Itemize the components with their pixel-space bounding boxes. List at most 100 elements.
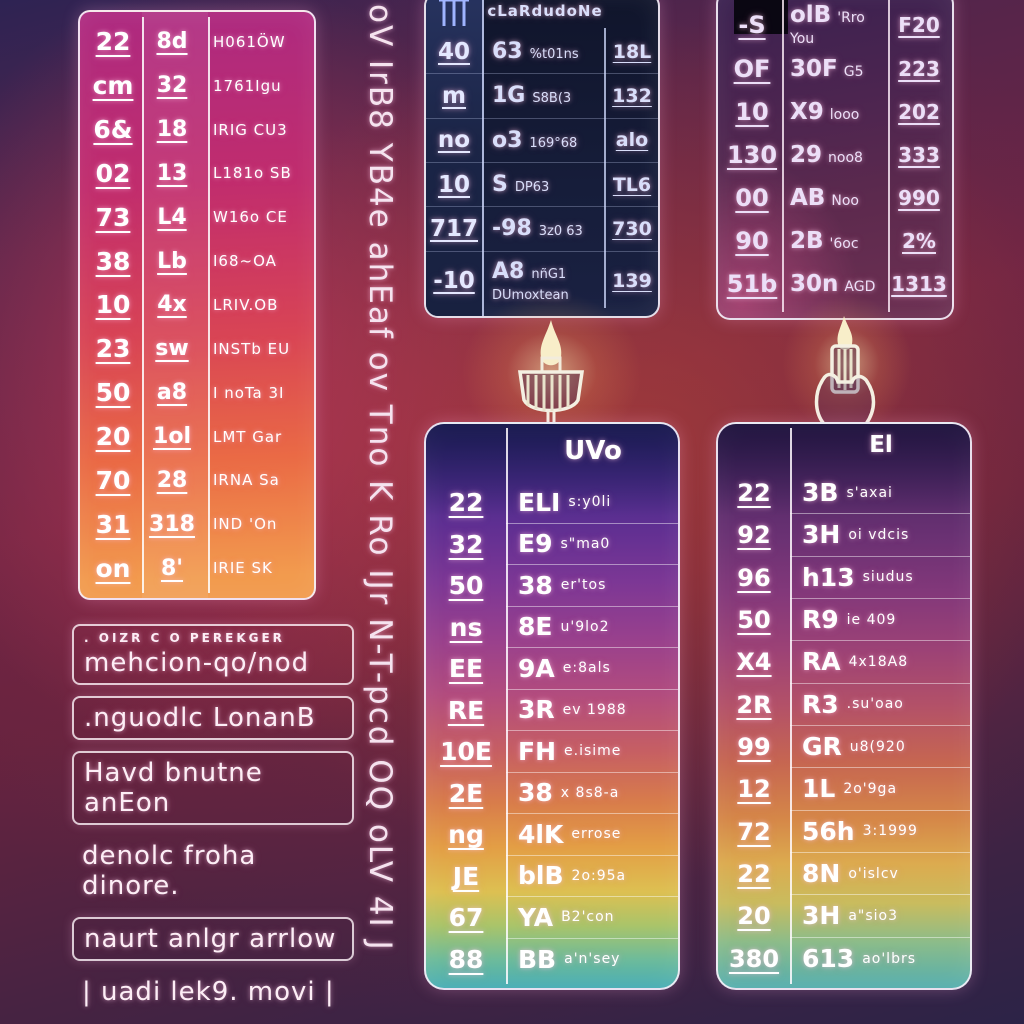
cell-lead: FH [518,736,557,766]
cell-number: alo [615,129,649,152]
cell-number: 202 [898,99,940,124]
cell-label: H061ÖW [213,32,286,51]
cell-number: X4 [736,648,772,677]
cell-lead: R3 [802,689,839,719]
cell-number: 32 [448,529,484,559]
cell-label: 9A e:8als [506,648,678,690]
table-row: 6& 18 IRIG CU3 [86,108,308,152]
caption-text: Havd bnutne anEon [84,758,263,818]
cell-number: ns [449,612,483,642]
cell-number: 00 [735,184,769,213]
cell-number: 50 [448,571,484,601]
table-rows: 22 8d H061ÖW cm 32 1761Igu 6& 18 IRIG CU… [86,20,308,590]
table-row: 22 ELI s:y0li [426,482,678,524]
table-row: on 8' IRIE SK [86,546,308,590]
column-divider [782,0,784,312]
cell-label: 613 ao'lbrs [790,938,970,980]
cell-lead: 2B [790,228,824,255]
caption-text: denolc froha dinore. [82,841,257,901]
cell-lead: 56h [802,816,855,846]
caption-line: .nguodlc LonanB [72,696,354,740]
cell-number: 02 [95,158,131,188]
table-row: 00 AB Noo 990 [722,177,948,220]
cell-label: 3H a"sio3 [790,895,970,938]
cell-label: 1761Igu [213,76,282,95]
cell-label: 8N o'islcv [790,853,970,896]
cell-rest: siudus [862,569,914,586]
cell-rest: looo [829,106,860,123]
table-row: ng 4lK errose [426,814,678,856]
table-row: 72 56h 3:1999 [718,811,970,853]
cell-lead: 63 [492,39,523,65]
cell-lead: h13 [802,562,855,592]
cell-label: 1L 2o'9ga [790,768,970,811]
cell-number: 20 [737,902,771,931]
caption-small-text: . OIZR C O PEREKGER [84,631,285,645]
table-row: 90 2B '6oc 2% [722,220,948,263]
cell-rest: 169°68 [529,135,578,151]
top-right-table: -S olB 'Rro You F20 OF 30F G5 223 10 X9 loo… [716,0,954,320]
table-row: 23 sw INSTb EU [86,327,308,371]
column-divider [888,0,890,312]
cell-label: BB a'n'sey [506,939,678,981]
candle-right [794,316,898,426]
caption-text: mehcion-qo/nod [84,648,310,678]
caption-line: naurt anlgr arrlow [72,917,354,961]
cell-number: on [95,553,131,583]
table-rows: 40 63 %t01ns 18L m 1G S8B(3 132 no o3 169°6… [426,30,658,310]
candle-middle [486,318,616,426]
cell-number: 51b [726,270,778,299]
column-divider [142,17,144,593]
table-row: 2R R3 .su'oao [718,684,970,726]
cell-number: 67 [448,903,484,933]
table-row: 02 13 L181o SB [86,152,308,196]
cell-label: 2B '6oc [782,228,890,254]
table-row: 10 S DP63 TL6 [426,163,658,208]
cell-label: 29 noo8 [782,142,890,168]
caption-text: .nguodlc LonanB [84,703,316,733]
flame-icon [540,320,562,366]
cell-number: m [442,82,466,109]
cell-number: 8d [156,29,188,55]
cell-rest: ao'lbrs [862,950,917,967]
cell-lead: ELI [518,487,561,517]
caption-line: . OIZR C O PEREKGER mehcion-qo/nod [72,624,354,685]
table-row: 31 318 IND 'On [86,502,308,546]
cell-label: h13 siudus [790,557,970,599]
table-row: 88 BB a'n'sey [426,939,678,981]
cell-rest: 2o'9ga [843,780,898,797]
cell-rest: '6oc [829,236,859,253]
table-row: 50 a8 I noTa 3I [86,371,308,415]
cell-label: AB Noo [782,185,890,211]
cell-label: W16o CE [213,208,288,227]
cell-number: 730 [612,217,652,240]
cell-number: F20 [898,12,940,37]
cell-number: 18 [156,117,188,143]
cell-number: 50 [95,378,131,408]
cell-lead: o3 [492,127,523,153]
cell-label: o3 169°68 [482,128,606,153]
cell-number: 139 [612,269,652,292]
caption-text: | uadi lek9. movi | [82,977,335,1007]
cell-number: 50 [737,606,771,635]
table-header: cLaRdudoNe [487,2,603,20]
cell-number: 10 [95,290,131,320]
cell-lead: E9 [518,529,553,559]
cell-lead: S [492,172,508,198]
cell-lead: 29 [790,141,823,168]
table-row: 67 YA B2'con [426,897,678,939]
table-row: RE 3R ev 1988 [426,690,678,731]
cell-number: 96 [737,563,771,592]
cell-lead: 8N [802,859,841,889]
table-rows: 22 3B s'axai 92 3H oi vdcis 96 h13 siudus 5… [718,472,970,980]
table-row: 70 28 IRNA Sa [86,458,308,502]
cell-label: 30n AGD [782,271,890,297]
table-row: OF 30F G5 223 [722,47,948,90]
cell-lead: 1G [492,83,526,109]
cell-label: FH e.isime [506,731,678,773]
cell-rest: u8(920 [849,738,906,755]
cell-rest: a"sio3 [848,907,899,924]
cell-lead: 30F [790,55,838,82]
cell-lead: 3H [802,520,841,550]
cell-rest: %t01ns [529,47,579,63]
